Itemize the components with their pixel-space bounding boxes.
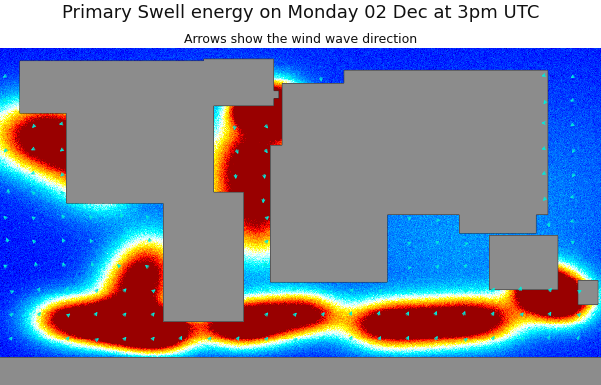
- Text: Primary Swell energy on Monday 02 Dec at 3pm UTC: Primary Swell energy on Monday 02 Dec at…: [62, 5, 539, 22]
- Text: Arrows show the wind wave direction: Arrows show the wind wave direction: [184, 33, 417, 46]
